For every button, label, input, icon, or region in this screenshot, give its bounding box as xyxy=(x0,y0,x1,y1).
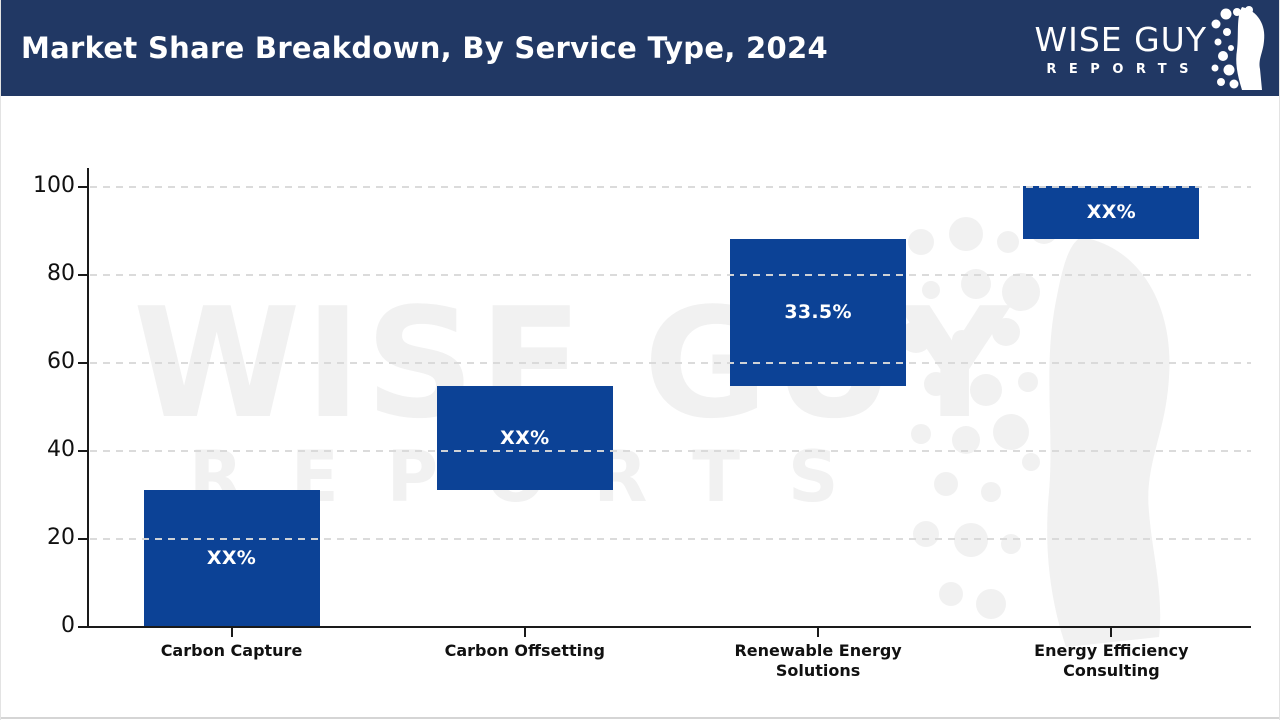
y-tick-label: 0 xyxy=(61,613,75,638)
logo-subtext: REPORTS xyxy=(1046,61,1202,77)
y-tick xyxy=(78,538,87,540)
logo-head-icon xyxy=(1211,6,1265,90)
x-tick xyxy=(523,628,526,637)
brand-logo: WISE GUY REPORTS xyxy=(1034,4,1271,92)
y-axis xyxy=(87,168,89,628)
y-tick-label: 100 xyxy=(33,173,75,198)
y-tick-label: 80 xyxy=(47,261,75,286)
y-tick-label: 60 xyxy=(47,349,75,374)
y-tick xyxy=(78,274,87,276)
x-category-label: Carbon Capture xyxy=(160,641,303,660)
bar-value-label: XX% xyxy=(206,546,257,569)
y-tick-label: 40 xyxy=(47,437,75,462)
y-tick-label: 20 xyxy=(47,525,75,550)
watermark-head-dots-icon xyxy=(900,216,1170,647)
figure-bottom-border xyxy=(1,717,1279,719)
watermark-text-wiseguy: WISE GUY xyxy=(133,275,1014,452)
header-bar: Market Share Breakdown, By Service Type,… xyxy=(1,0,1279,96)
chart-title: Market Share Breakdown, By Service Type,… xyxy=(21,31,828,65)
x-category-label: Carbon Offsetting xyxy=(444,641,605,660)
gridline xyxy=(90,186,1251,188)
x-tick xyxy=(817,628,820,637)
x-tick xyxy=(230,628,233,637)
watermark-text-reports: REPORTS xyxy=(189,436,887,518)
y-tick xyxy=(78,186,87,188)
logo-wordmark: WISE GUY xyxy=(1034,19,1207,59)
y-tick xyxy=(78,362,87,364)
y-tick xyxy=(78,450,87,452)
y-tick xyxy=(78,626,87,628)
